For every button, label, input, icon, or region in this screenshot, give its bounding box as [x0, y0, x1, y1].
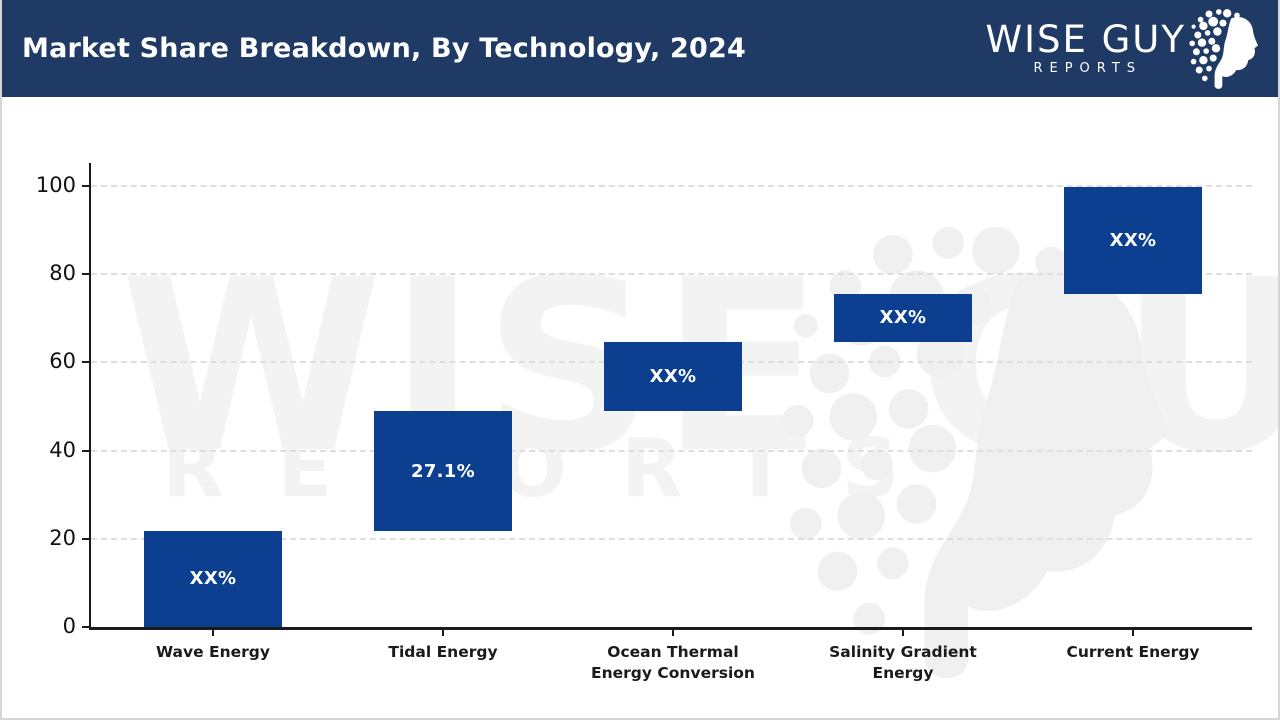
brand-logo: WISE GUY REPORTS [986, 7, 1262, 91]
brand-name: WISE GUY [985, 18, 1186, 61]
y-tick-label: 60 [49, 349, 76, 374]
x-tick-mark [902, 629, 904, 636]
header-bar: Market Share Breakdown, By Technology, 2… [2, 0, 1278, 97]
gridline-y80 [91, 273, 1252, 276]
y-tick-label: 80 [49, 261, 76, 286]
y-tick-label: 40 [49, 437, 76, 462]
x-tick-mark [212, 629, 214, 636]
y-tick-mark [82, 273, 90, 276]
bar-salinity-gradient-energy: XX% [834, 293, 972, 342]
bar-wave-energy: XX% [144, 530, 282, 627]
bar-ocean-thermal-energy-conversion: XX% [604, 341, 742, 412]
brand-logo-text: WISE GUY REPORTS [986, 21, 1186, 76]
bar-tidal-energy: 27.1% [374, 411, 512, 531]
y-tick-mark [82, 361, 90, 364]
bar-value-label: 27.1% [411, 460, 475, 482]
x-category-label: Current Energy [1066, 643, 1200, 661]
y-tick-mark [82, 449, 90, 452]
bar-current-energy: XX% [1064, 186, 1202, 294]
y-axis [89, 163, 91, 629]
y-tick-label: 20 [49, 525, 76, 550]
bar-value-label: XX% [1109, 229, 1157, 251]
x-category-label: Wave Energy [156, 643, 270, 661]
gridline-y100 [91, 185, 1252, 187]
x-tick-mark [442, 629, 444, 636]
y-tick-mark [82, 626, 90, 628]
y-tick-label: 100 [35, 173, 76, 197]
watermark-text-2: REPORTS [162, 422, 954, 515]
gridline-y20 [91, 537, 1252, 540]
y-tick-mark [82, 537, 90, 540]
bar-value-label: XX% [879, 307, 927, 329]
y-tick-mark [82, 185, 90, 187]
bar-value-label: XX% [649, 366, 697, 387]
x-tick-mark [672, 629, 674, 636]
brand-subtitle: REPORTS [1033, 61, 1143, 76]
x-tick-mark [1132, 629, 1134, 636]
x-category-label: Tidal Energy [388, 643, 498, 661]
bar-value-label: XX% [189, 568, 237, 590]
x-category-label: Salinity Gradient Energy [829, 643, 977, 683]
y-tick-label: 0 [62, 614, 76, 638]
x-axis [89, 627, 1252, 630]
gridline-y40 [91, 449, 1252, 452]
particle-head-icon [1189, 8, 1258, 89]
x-category-label: Ocean Thermal Energy Conversion [591, 643, 755, 683]
page-title: Market Share Breakdown, By Technology, 2… [22, 33, 747, 64]
